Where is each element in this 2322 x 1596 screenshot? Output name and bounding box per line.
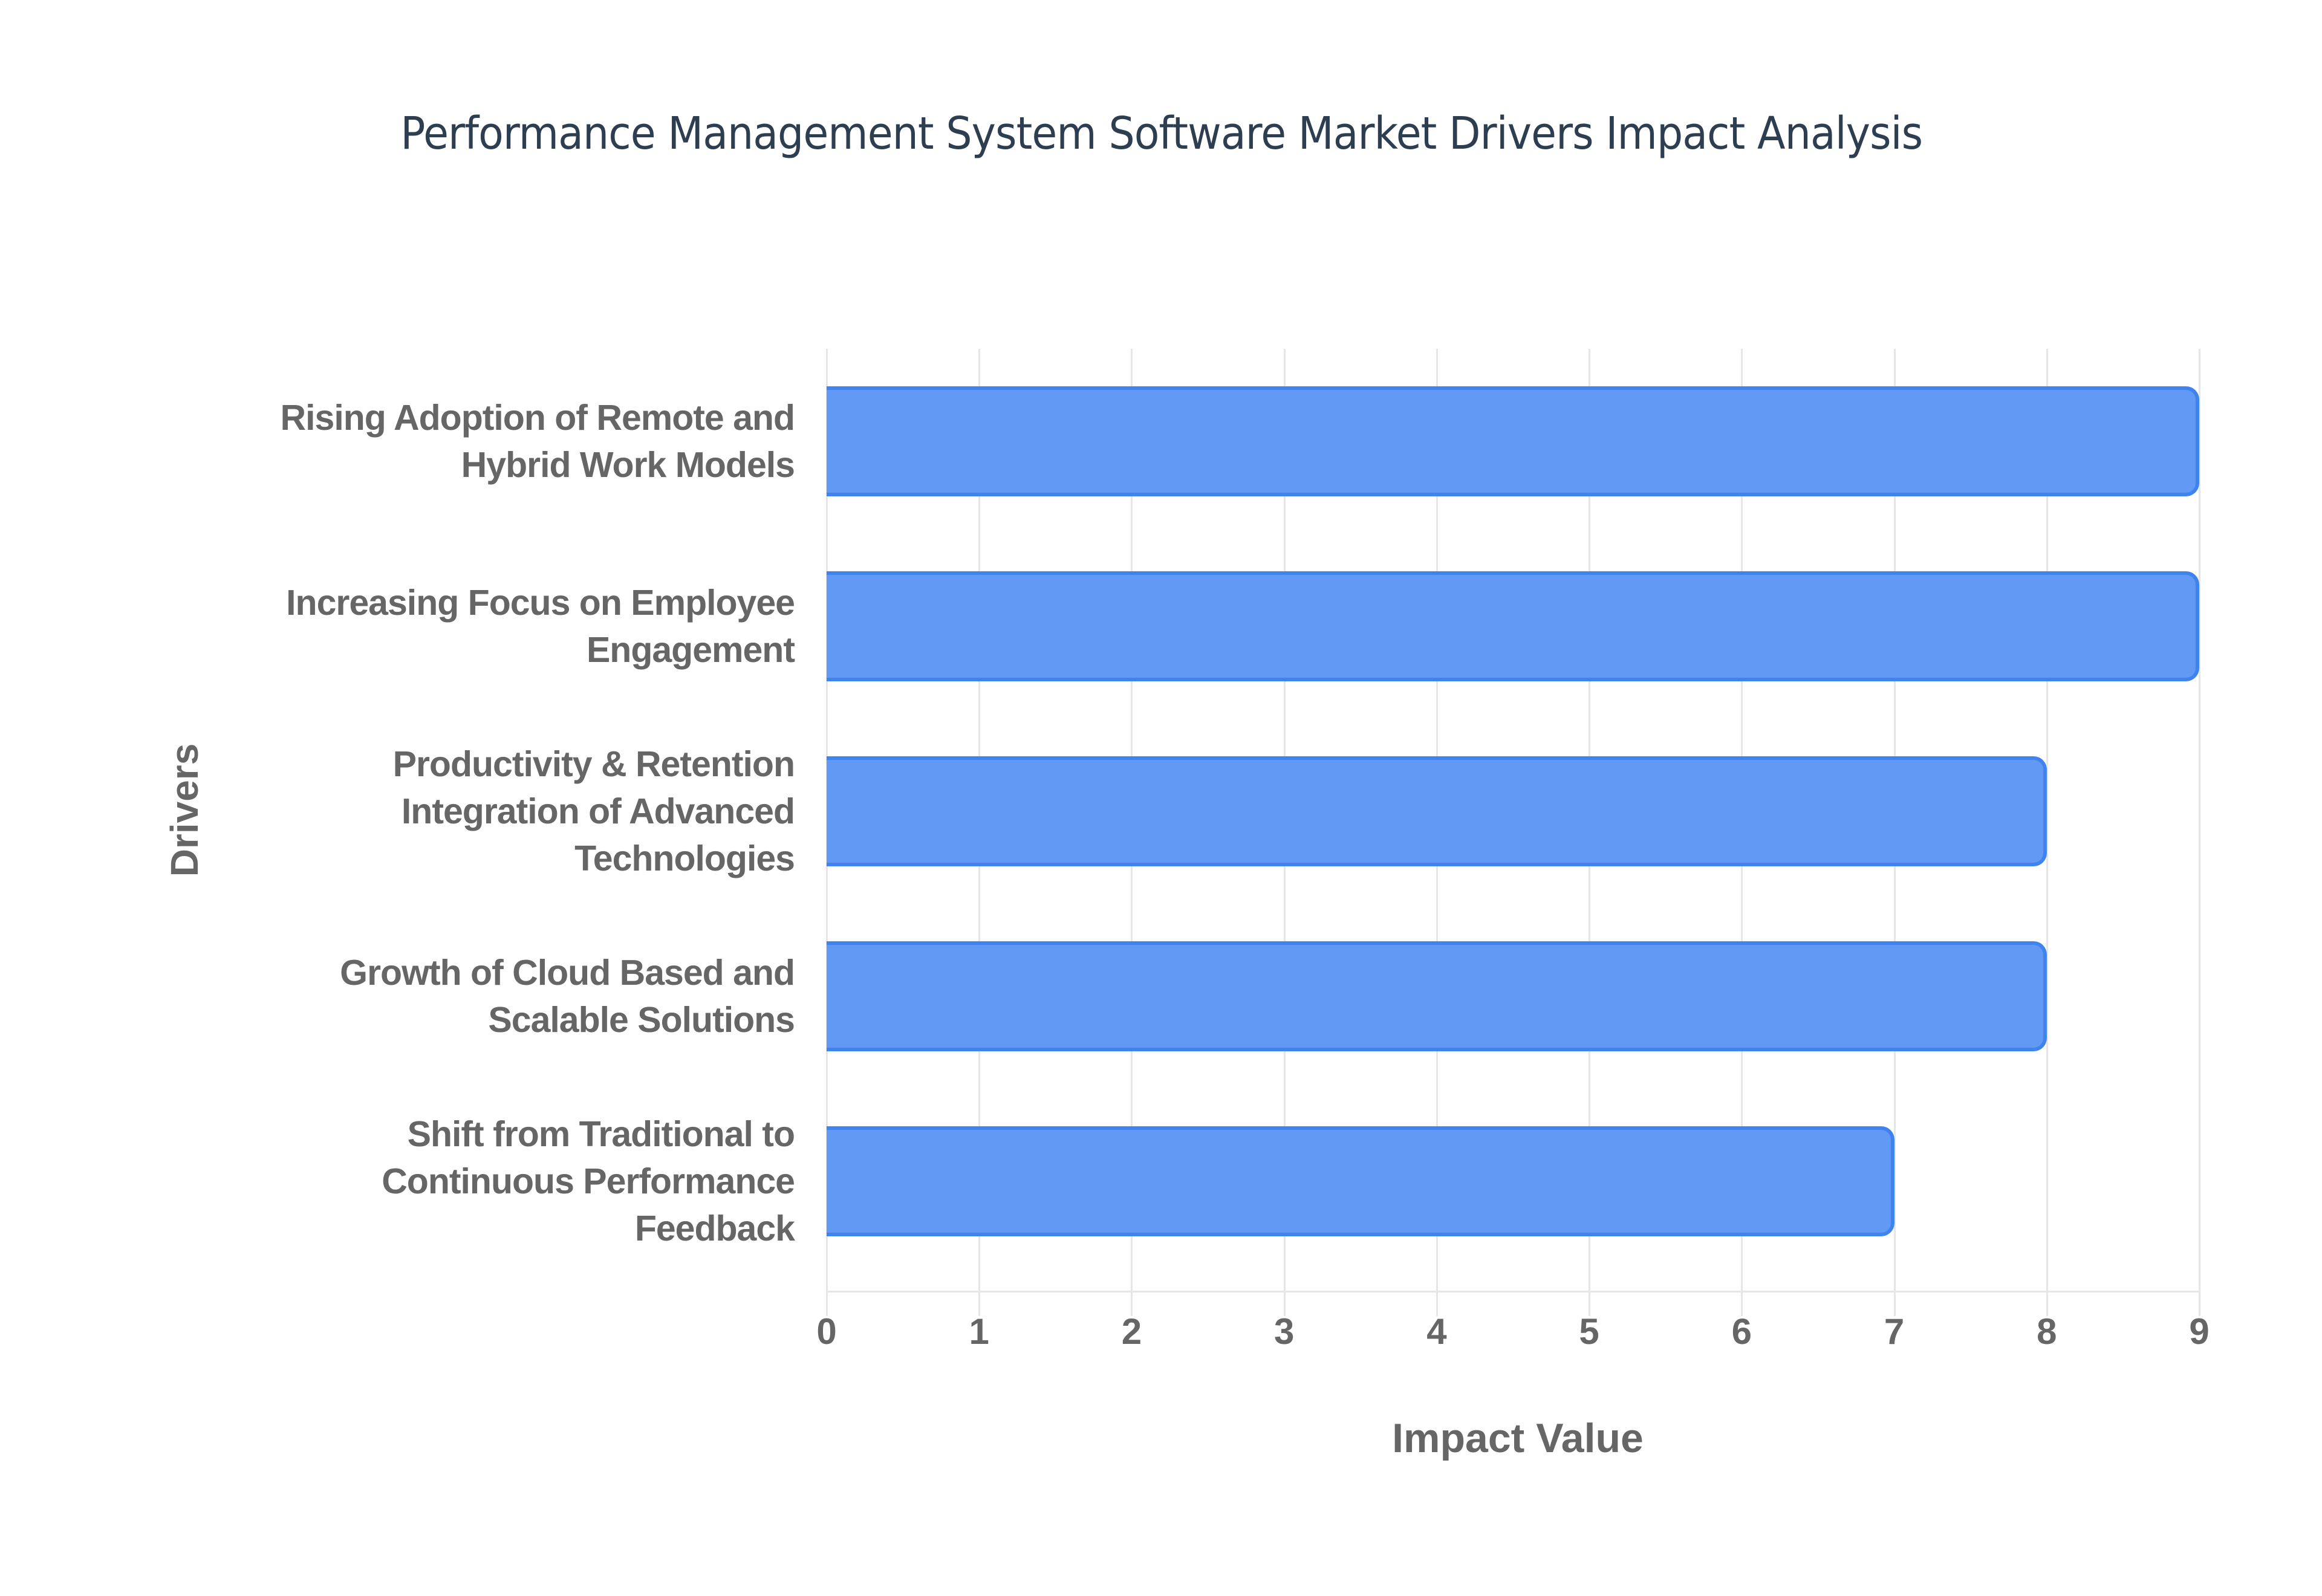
x-axis-tick-label: 6 xyxy=(1731,1311,1752,1352)
chart-title: Performance Management System Software M… xyxy=(400,108,1923,160)
plot-area xyxy=(826,349,2200,1316)
x-axis-tick-label: 4 xyxy=(1426,1311,1447,1352)
x-axis-tick-label: 0 xyxy=(816,1311,837,1352)
x-axis-tick-label: 9 xyxy=(2189,1311,2210,1352)
x-axis-tick-label: 8 xyxy=(2037,1311,2057,1352)
y-axis-label: Productivity & Retention Integration of A… xyxy=(392,744,795,878)
y-axis-label: Rising Adoption of Remote and Hybrid Work… xyxy=(280,398,795,485)
x-axis-tick-label: 5 xyxy=(1579,1311,1599,1352)
bar[interactable] xyxy=(827,1126,1894,1236)
bar[interactable] xyxy=(827,386,2199,496)
x-axis-tick-label: 7 xyxy=(1884,1311,1905,1352)
y-axis-label: Shift from Traditional to Continuous Perf… xyxy=(382,1114,795,1248)
y-axis-label: Growth of Cloud Based and Scalable Soluti… xyxy=(340,953,795,1040)
x-axis-tick-label: 1 xyxy=(969,1311,989,1352)
bar[interactable] xyxy=(827,756,2047,866)
y-axis-label: Increasing Focus on Employee Engagement xyxy=(286,583,795,670)
bar[interactable] xyxy=(827,571,2199,681)
gridline xyxy=(2199,349,2200,1316)
x-axis-title: Impact Value xyxy=(1392,1415,1644,1461)
x-axis-tick-label: 2 xyxy=(1121,1311,1142,1352)
x-axis-baseline xyxy=(827,1291,2199,1293)
x-axis-tick-label: 3 xyxy=(1273,1311,1295,1352)
gridline xyxy=(2046,349,2048,1316)
bar[interactable] xyxy=(827,941,2047,1051)
